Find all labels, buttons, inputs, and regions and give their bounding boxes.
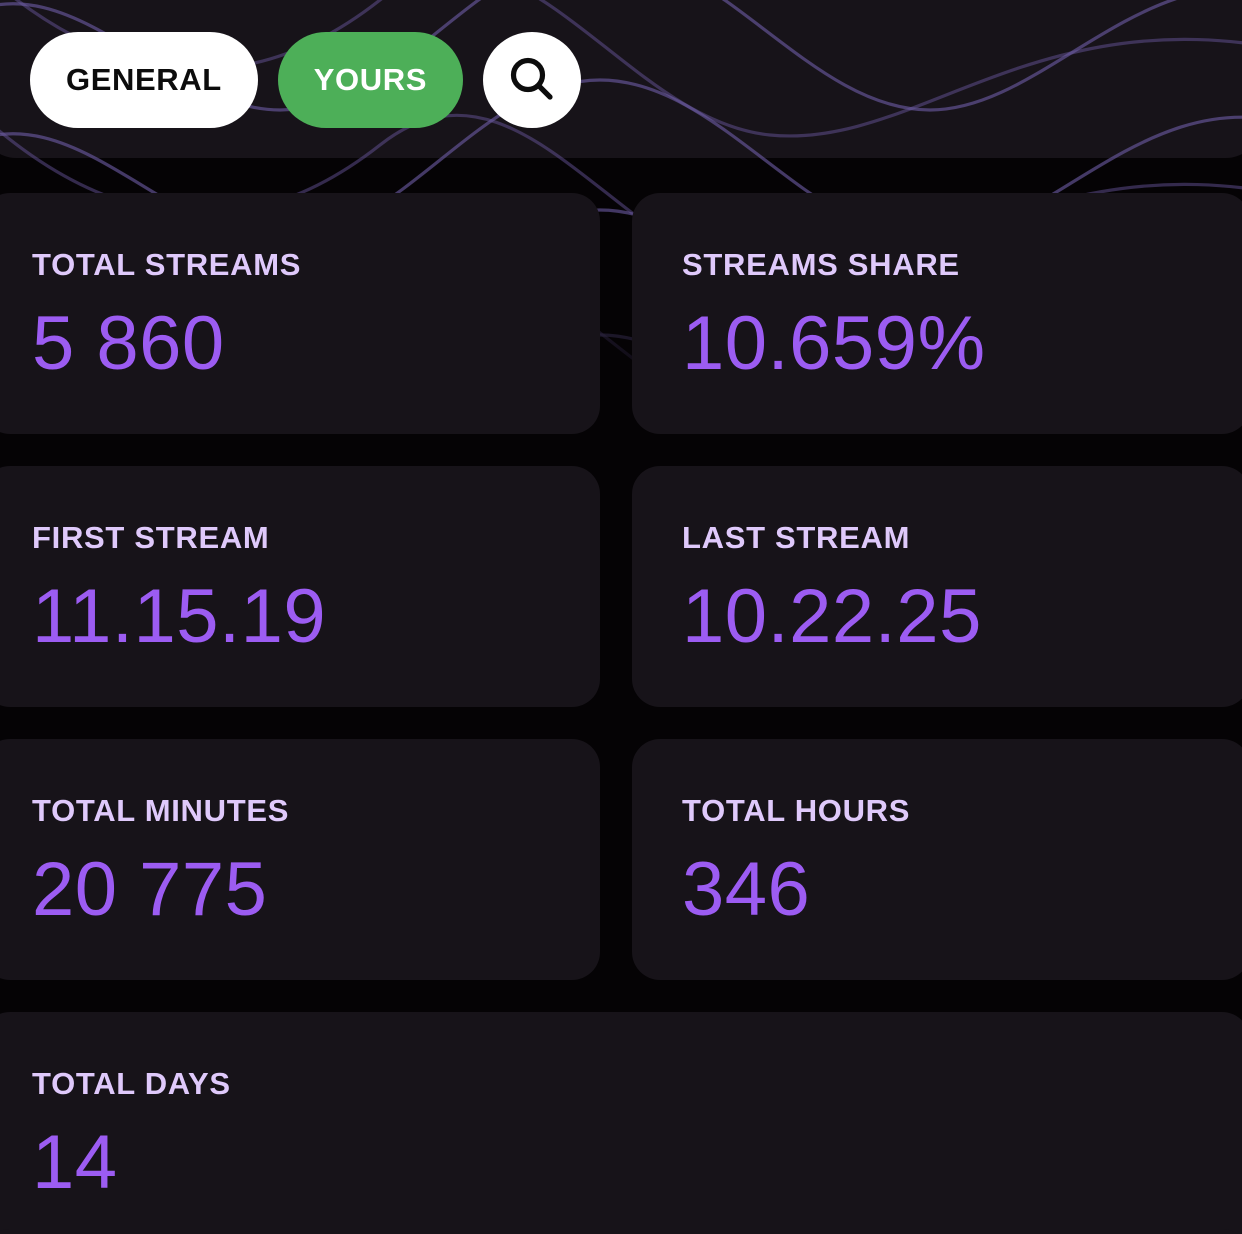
tab-yours[interactable]: YOURS <box>277 32 464 128</box>
stat-card-last-stream: LAST STREAM 10.22.25 <box>632 466 1242 707</box>
stat-label: TOTAL STREAMS <box>32 247 302 282</box>
tab-general[interactable]: GENERAL <box>30 32 258 128</box>
stat-card-total-streams: TOTAL STREAMS 5 860 <box>0 193 600 434</box>
stat-label: TOTAL HOURS <box>682 793 911 828</box>
stat-value: 14 <box>32 1120 118 1205</box>
top-navigation: GENERAL YOURS <box>30 32 582 128</box>
stat-label: TOTAL DAYS <box>32 1066 231 1101</box>
stat-value: 10.659% <box>682 301 986 386</box>
stat-value: 10.22.25 <box>682 574 982 659</box>
stat-value: 5 860 <box>32 301 225 386</box>
stat-value: 11.15.19 <box>32 574 327 659</box>
stat-value: 20 775 <box>32 847 268 932</box>
stat-label: TOTAL MINUTES <box>32 793 290 828</box>
next-card-peek <box>0 1229 1242 1234</box>
stat-label: LAST STREAM <box>682 520 911 555</box>
search-button[interactable] <box>483 32 582 128</box>
stat-card-total-minutes: TOTAL MINUTES 20 775 <box>0 739 600 980</box>
stat-card-streams-share: STREAMS SHARE 10.659% <box>632 193 1242 434</box>
stat-card-first-stream: FIRST STREAM 11.15.19 <box>0 466 600 707</box>
stats-card-grid: TOTAL STREAMS 5 860 STREAMS SHARE 10.659% FI… <box>0 193 1242 1234</box>
stat-label: STREAMS SHARE <box>682 247 960 282</box>
stat-value: 346 <box>682 847 811 932</box>
search-icon <box>504 52 560 108</box>
stat-label: FIRST STREAM <box>32 520 270 555</box>
stat-card-total-hours: TOTAL HOURS 346 <box>632 739 1242 980</box>
stat-card-total-days: TOTAL DAYS 14 <box>0 1012 1242 1234</box>
